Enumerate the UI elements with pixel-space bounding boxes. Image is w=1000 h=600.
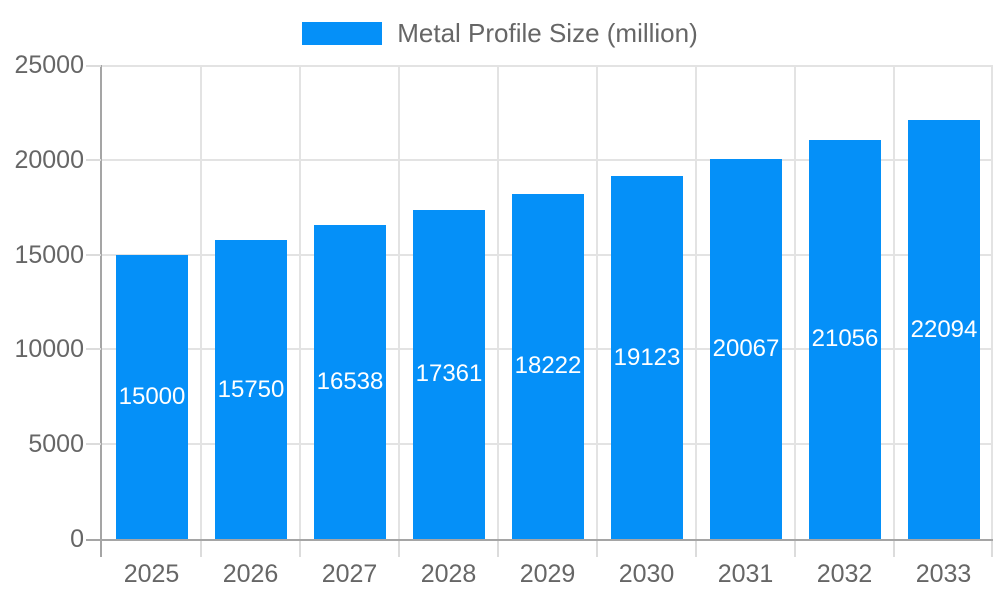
- y-axis-tick: [86, 443, 101, 446]
- y-tick-label: 25000: [14, 51, 84, 79]
- v-gridline: [596, 65, 598, 539]
- y-tick-label: 15000: [14, 240, 84, 269]
- y-axis-tick: [86, 348, 101, 351]
- x-tick-label: 2033: [915, 560, 972, 588]
- bar-value-label: 17361: [415, 360, 483, 388]
- bar-value-label: 16538: [316, 368, 384, 396]
- v-gridline: [497, 65, 499, 539]
- v-gridline: [893, 65, 895, 539]
- x-axis-tick: [497, 541, 499, 557]
- x-tick-label: 2032: [816, 560, 873, 588]
- v-gridline: [200, 65, 202, 539]
- bar-value-label: 15000: [118, 382, 186, 410]
- x-tick-label: 2029: [519, 560, 576, 588]
- legend[interactable]: Metal Profile Size (million): [0, 19, 1000, 47]
- bar-value-label: 20067: [712, 334, 780, 362]
- h-gridline: [102, 158, 993, 161]
- legend-swatch: [302, 21, 383, 45]
- bar[interactable]: [215, 240, 287, 539]
- y-tick-label: 10000: [14, 335, 84, 364]
- x-tick-label: 2030: [618, 560, 675, 588]
- x-axis-tick: [794, 541, 796, 557]
- x-tick-label: 2027: [321, 560, 378, 588]
- v-gridline: [794, 65, 796, 539]
- bar-value-label: 22094: [910, 315, 978, 343]
- x-tick-label: 2025: [123, 560, 180, 588]
- y-axis-tick: [86, 65, 101, 67]
- x-axis-line: [86, 539, 993, 541]
- y-tick-label: 20000: [14, 145, 84, 174]
- y-axis-tick: [86, 158, 101, 161]
- bar[interactable]: [512, 193, 584, 539]
- x-tick-label: 2026: [222, 560, 279, 588]
- legend-label: Metal Profile Size (million): [397, 18, 698, 48]
- x-tick-label: 2031: [717, 560, 774, 588]
- plot-area: 15000 15750 16538 17361 18222 19123 20067 21056…: [102, 65, 993, 539]
- y-axis-line: [100, 65, 102, 557]
- bar-value-label: 18222: [514, 352, 582, 380]
- bar[interactable]: [809, 139, 881, 539]
- bar[interactable]: [116, 254, 188, 539]
- bar[interactable]: [413, 209, 485, 539]
- x-axis-tick: [991, 541, 993, 557]
- x-axis-tick: [893, 541, 895, 557]
- bar[interactable]: [908, 120, 980, 539]
- v-gridline: [398, 65, 400, 539]
- x-axis-tick: [200, 541, 202, 557]
- x-axis-tick: [596, 541, 598, 557]
- bar-value-label: 19123: [613, 343, 681, 371]
- bar-value-label: 15750: [217, 375, 285, 403]
- x-axis-tick: [299, 541, 301, 557]
- bar[interactable]: [710, 158, 782, 539]
- y-tick-label: 0: [70, 525, 84, 553]
- v-gridline: [695, 65, 697, 539]
- y-tick-label: 5000: [28, 430, 84, 459]
- bar[interactable]: [611, 176, 683, 539]
- bar[interactable]: [314, 225, 386, 539]
- x-axis-tick: [695, 541, 697, 557]
- y-axis-tick: [86, 253, 101, 256]
- v-gridline: [299, 65, 301, 539]
- x-axis-tick: [398, 541, 400, 557]
- h-gridline: [102, 65, 993, 67]
- v-gridline: [991, 65, 993, 539]
- bar-value-label: 21056: [811, 325, 879, 353]
- x-tick-label: 2028: [420, 560, 477, 588]
